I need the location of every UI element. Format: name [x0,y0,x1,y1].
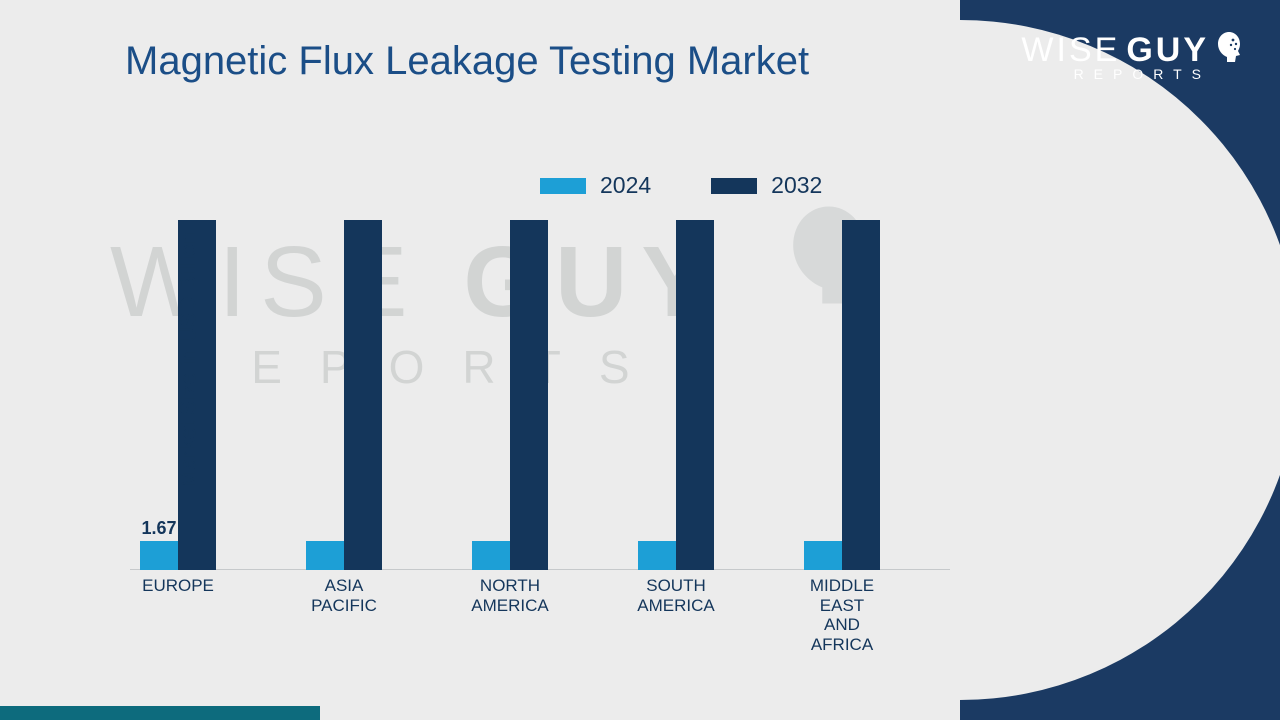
footer-accent-bar [0,706,320,720]
bar-2032 [510,220,548,570]
x-axis-label: MIDDLE EAST AND AFRICA [810,576,874,654]
legend: 2024 2032 [540,172,822,199]
bar-2032 [344,220,382,570]
brand-logo: WISE GUY REPORTS [1021,30,1245,82]
bar-value-label: 1.67 [141,518,176,539]
chart-title: Magnetic Flux Leakage Testing Market [125,38,885,84]
legend-label-2032: 2032 [771,172,822,199]
x-axis-label: EUROPE [142,576,214,596]
bar-2032 [676,220,714,570]
circle-cutout [960,0,1280,720]
legend-item-2024: 2024 [540,172,651,199]
legend-swatch-2032 [711,178,757,194]
chart-canvas: WISE GUY REPORTS WISE GUY [0,0,1280,720]
y-axis-label: Market Size in USD Billion [175,232,201,489]
bar-2032 [842,220,880,570]
chart-plot-area: 1.67EUROPEASIA PACIFICNORTH AMERICASOUTH… [130,220,950,570]
bar-2024 [306,541,344,570]
bar-2024: 1.67 [140,541,178,570]
x-axis-label: SOUTH AMERICA [637,576,714,615]
legend-item-2032: 2032 [711,172,822,199]
bar-2024 [638,541,676,570]
brand-word-2: GUY [1126,31,1209,70]
x-axis-label: ASIA PACIFIC [311,576,377,615]
legend-swatch-2024 [540,178,586,194]
head-icon [1215,30,1245,70]
legend-label-2024: 2024 [600,172,651,199]
brand-word-1: WISE [1021,31,1120,70]
bar-2024 [804,541,842,570]
x-axis-label: NORTH AMERICA [471,576,548,615]
bar-2024 [472,541,510,570]
